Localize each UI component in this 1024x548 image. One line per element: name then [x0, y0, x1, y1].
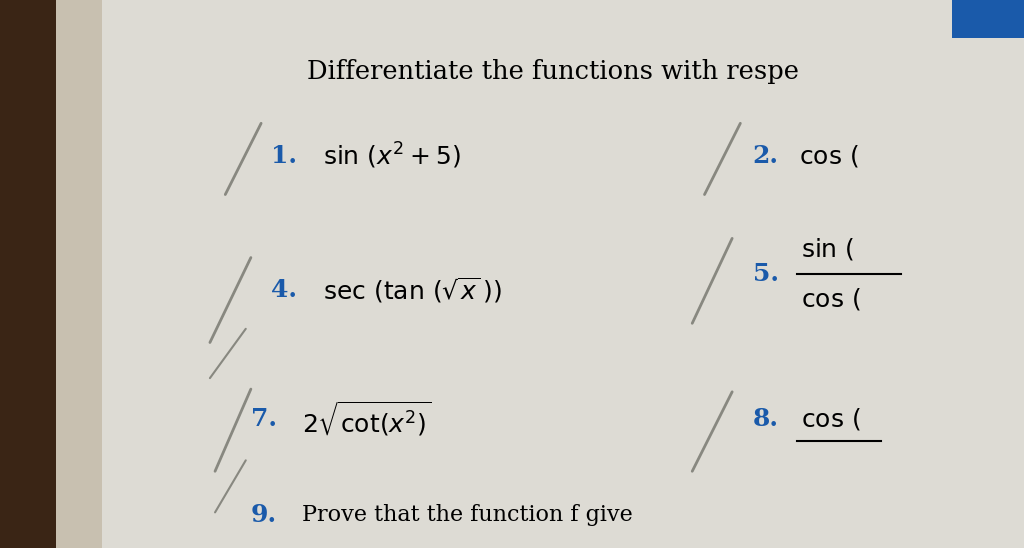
Text: 1.: 1.	[271, 144, 297, 168]
Text: Differentiate the functions with respe: Differentiate the functions with respe	[307, 59, 799, 84]
Text: $\cos\,($: $\cos\,($	[799, 143, 858, 169]
Text: $\sec\,(\tan\,(\sqrt{x}\,))$: $\sec\,(\tan\,(\sqrt{x}\,))$	[323, 276, 502, 305]
Polygon shape	[102, 0, 1024, 548]
Text: 2.: 2.	[753, 144, 778, 168]
Text: 7.: 7.	[251, 407, 276, 431]
Polygon shape	[0, 0, 56, 548]
FancyBboxPatch shape	[952, 0, 1024, 38]
Text: $\cos\,($: $\cos\,($	[801, 286, 860, 312]
Text: $2\sqrt{\cot(x^2)}$: $2\sqrt{\cot(x^2)}$	[302, 399, 431, 439]
Text: $\sin\,(x^2+5)$: $\sin\,(x^2+5)$	[323, 141, 460, 172]
Text: 8.: 8.	[753, 407, 778, 431]
Text: Prove that the function f give: Prove that the function f give	[302, 504, 633, 526]
Text: 5.: 5.	[753, 262, 778, 286]
Text: 4.: 4.	[271, 278, 297, 302]
Text: 9.: 9.	[251, 503, 278, 527]
Polygon shape	[56, 0, 102, 548]
Text: $\cos\,($: $\cos\,($	[801, 406, 860, 432]
Text: $\sin\,($: $\sin\,($	[801, 236, 854, 262]
